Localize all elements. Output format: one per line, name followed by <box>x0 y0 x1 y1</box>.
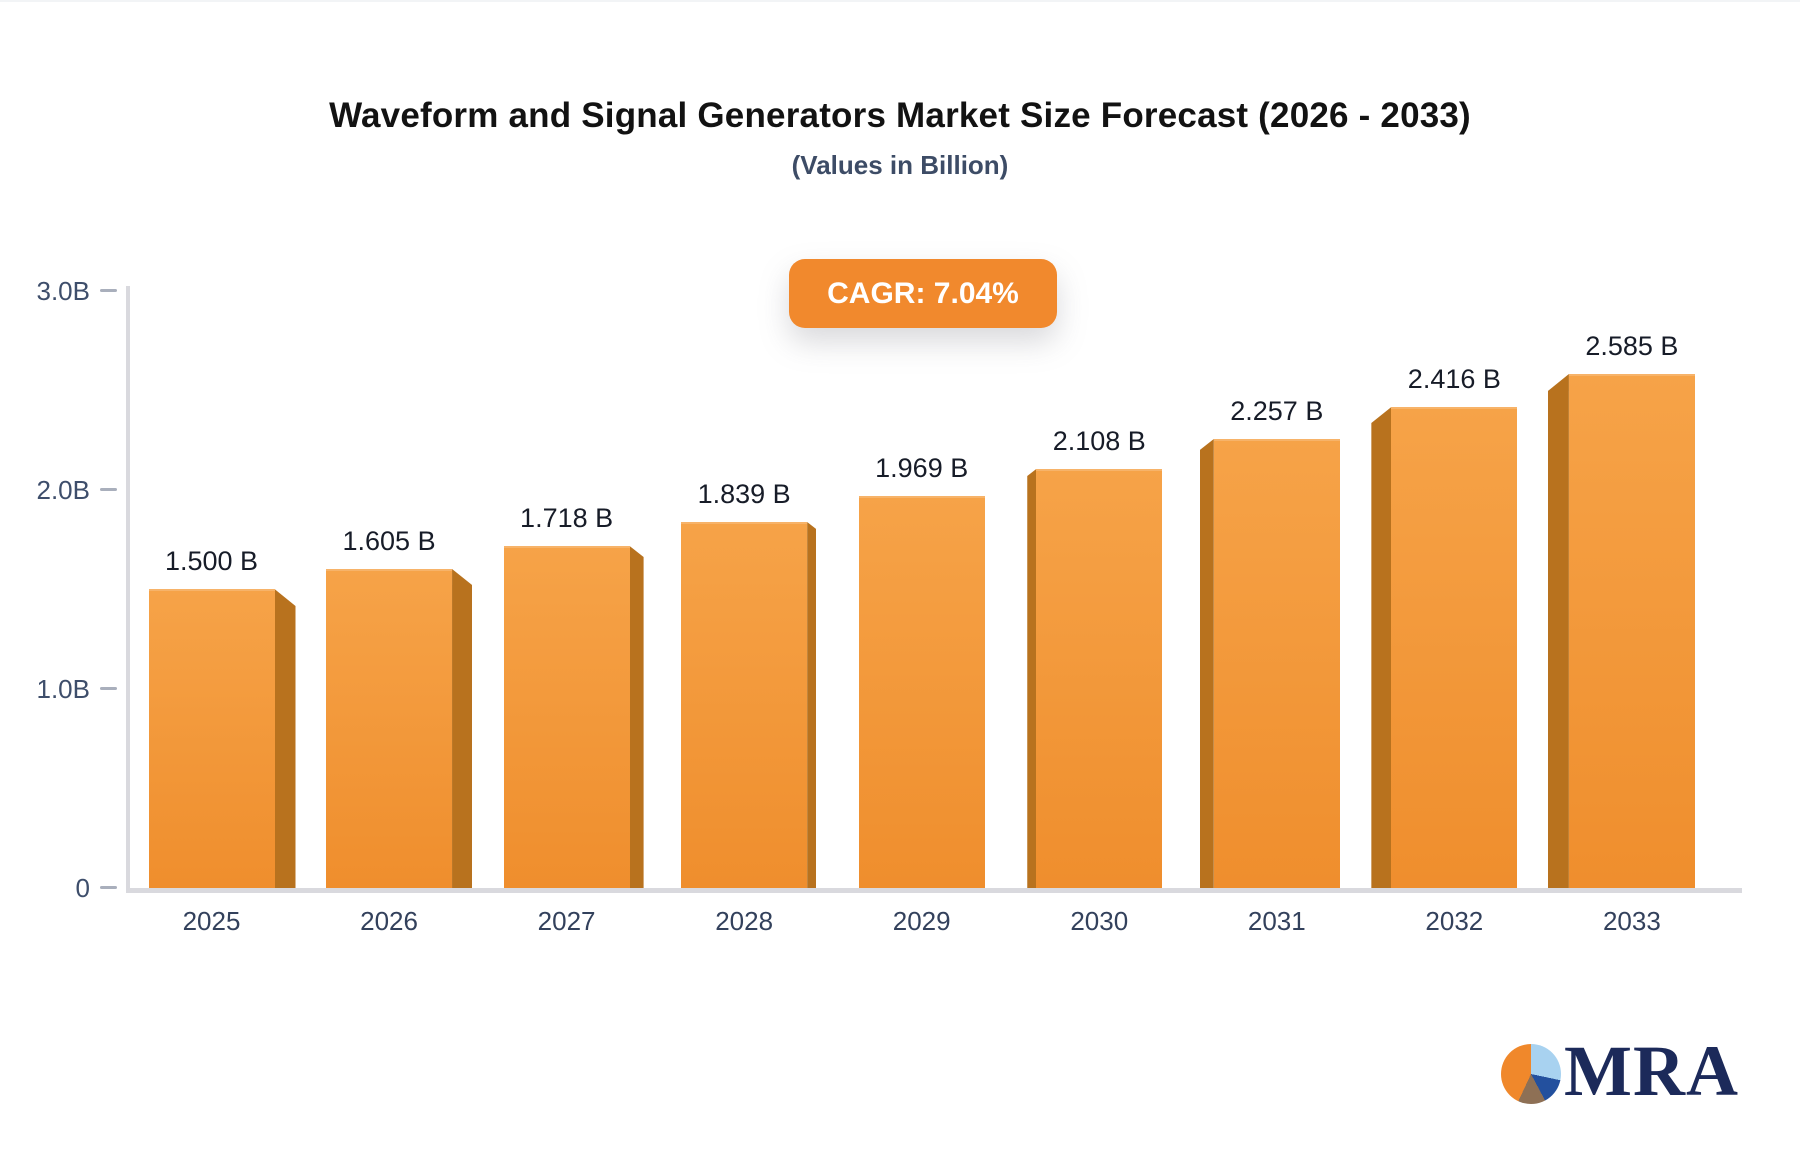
x-axis-label-2033: 2033 <box>1602 906 1661 936</box>
x-axis-label-2032: 2032 <box>1425 906 1484 936</box>
y-axis-line <box>126 286 130 888</box>
x-axis-label-2025: 2025 <box>182 906 241 936</box>
y-tick-label: 3.0B <box>36 276 91 306</box>
bar-2026 <box>326 569 453 888</box>
bar-value-label-2027: 1.718 B <box>520 503 614 533</box>
y-tick <box>100 886 117 889</box>
bar-side-2027 <box>629 546 644 888</box>
bar-value-label-2025: 1.500 B <box>164 546 259 576</box>
x-axis-label-2031: 2031 <box>1247 906 1306 936</box>
y-tick <box>100 488 117 491</box>
x-axis-label-2026: 2026 <box>360 906 418 936</box>
y-tick-label: 2.0B <box>36 475 91 505</box>
y-tick <box>100 289 117 292</box>
brand-logo: MRA <box>1501 1031 1739 1112</box>
bar-value-label-2031: 2.257 B <box>1230 396 1324 426</box>
bar-2032 <box>1391 407 1518 888</box>
y-tick-label: 0 <box>75 873 90 903</box>
bar-2033 <box>1568 374 1695 888</box>
bar-value-label-2029: 1.969 B <box>875 453 969 483</box>
bar-2031 <box>1213 439 1340 888</box>
bar-2029 <box>858 496 985 888</box>
x-axis-label-2028: 2028 <box>715 906 774 936</box>
bar-value-label-2028: 1.839 B <box>697 479 791 509</box>
pie-chart-logo-icon <box>1501 1044 1561 1104</box>
bar-2030 <box>1036 469 1163 888</box>
bar-2028 <box>681 522 808 888</box>
y-tick-label: 1.0B <box>36 674 91 704</box>
y-tick <box>100 687 117 690</box>
bar-side-2031 <box>1199 439 1214 888</box>
bar-side-2028 <box>807 522 817 888</box>
bar-value-label-2030: 2.108 B <box>1052 426 1146 456</box>
logo-text: MRA <box>1564 1031 1739 1111</box>
bar-side-2025 <box>274 589 296 888</box>
x-axis-label-2029: 2029 <box>892 906 951 936</box>
x-axis-label-2030: 2030 <box>1070 906 1129 936</box>
page-title: Waveform and Signal Generators Market Si… <box>329 96 1471 135</box>
bar-2027 <box>503 546 630 888</box>
bar-side-2032 <box>1371 407 1392 888</box>
cagr-badge: CAGR: 7.04% <box>789 259 1057 328</box>
bar-value-label-2032: 2.416 B <box>1407 364 1501 394</box>
bar-2025 <box>148 589 275 888</box>
bar-value-label-2033: 2.585 B <box>1585 331 1679 361</box>
x-axis-line <box>126 888 1742 893</box>
bar-side-2030 <box>1027 469 1037 888</box>
page-subtitle: (Values in Billion) <box>791 150 1009 180</box>
x-axis-label-2027: 2027 <box>537 906 596 936</box>
plot-area: 0 1.0B 2.0B 3.0B 1.500 B 2025 1.605 B 2026 1.718… <box>37 276 1742 936</box>
bar-side-2033 <box>1547 374 1569 888</box>
bar-side-2026 <box>452 569 473 888</box>
bar-value-label-2026: 1.605 B <box>342 526 436 556</box>
